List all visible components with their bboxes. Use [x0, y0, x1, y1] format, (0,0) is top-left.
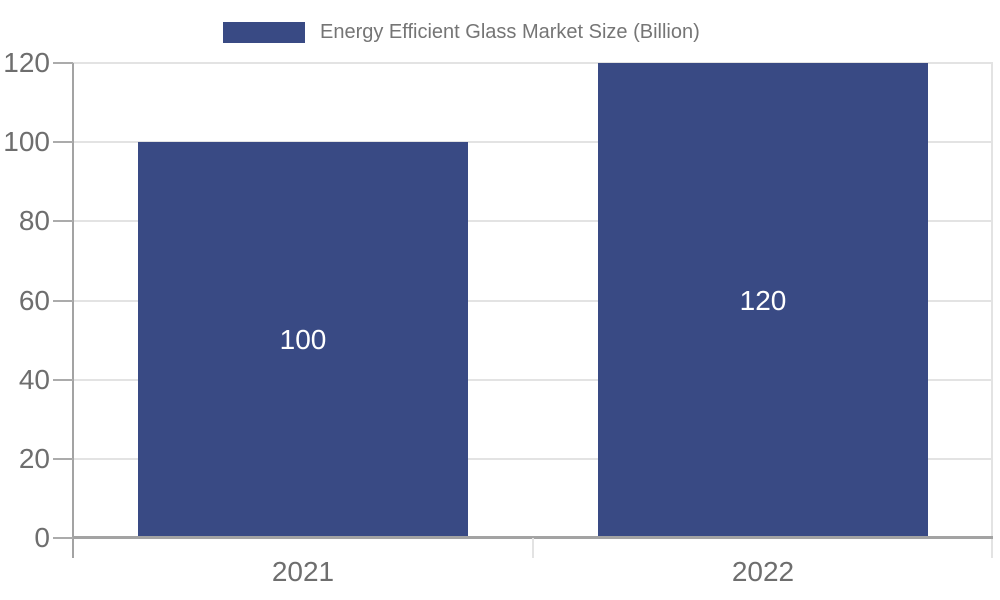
y-tick-label: 20: [18, 442, 50, 474]
y-tick-label: 120: [3, 47, 50, 78]
gridline: [73, 457, 993, 460]
plot-right-boundary: [991, 63, 993, 558]
y-tick: [53, 457, 73, 460]
x-axis-line: [73, 536, 993, 539]
y-tick: [53, 62, 73, 64]
gridline: [73, 141, 993, 144]
bar-value-label: 120: [739, 284, 787, 316]
y-tick-label: 40: [18, 363, 50, 395]
gridline: [73, 62, 993, 64]
y-tick-label: 0: [34, 522, 50, 553]
y-tick: [53, 220, 73, 223]
y-tick-label: 60: [18, 284, 50, 316]
legend[interactable]: Energy Efficient Glass Market Size (Bill…: [223, 22, 700, 43]
legend-swatch: [223, 22, 305, 43]
y-axis-line: [72, 63, 74, 558]
y-tick-label: 80: [18, 205, 50, 237]
x-tick-label: 2022: [731, 556, 795, 587]
gridline: [73, 220, 993, 223]
y-tick-label: 100: [3, 126, 50, 158]
gridline: [73, 378, 993, 381]
gridline: [73, 299, 993, 302]
legend-label: Energy Efficient Glass Market Size (Bill…: [320, 21, 700, 43]
bar-value-label: 100: [279, 324, 327, 356]
bar-2022[interactable]: [598, 63, 928, 538]
y-tick: [53, 141, 73, 144]
x-boundary-tick: [532, 538, 534, 558]
bar-2021[interactable]: [138, 142, 468, 538]
y-tick: [53, 537, 73, 539]
x-tick-label: 2021: [271, 556, 335, 587]
y-tick: [53, 299, 73, 302]
y-tick: [53, 378, 73, 381]
